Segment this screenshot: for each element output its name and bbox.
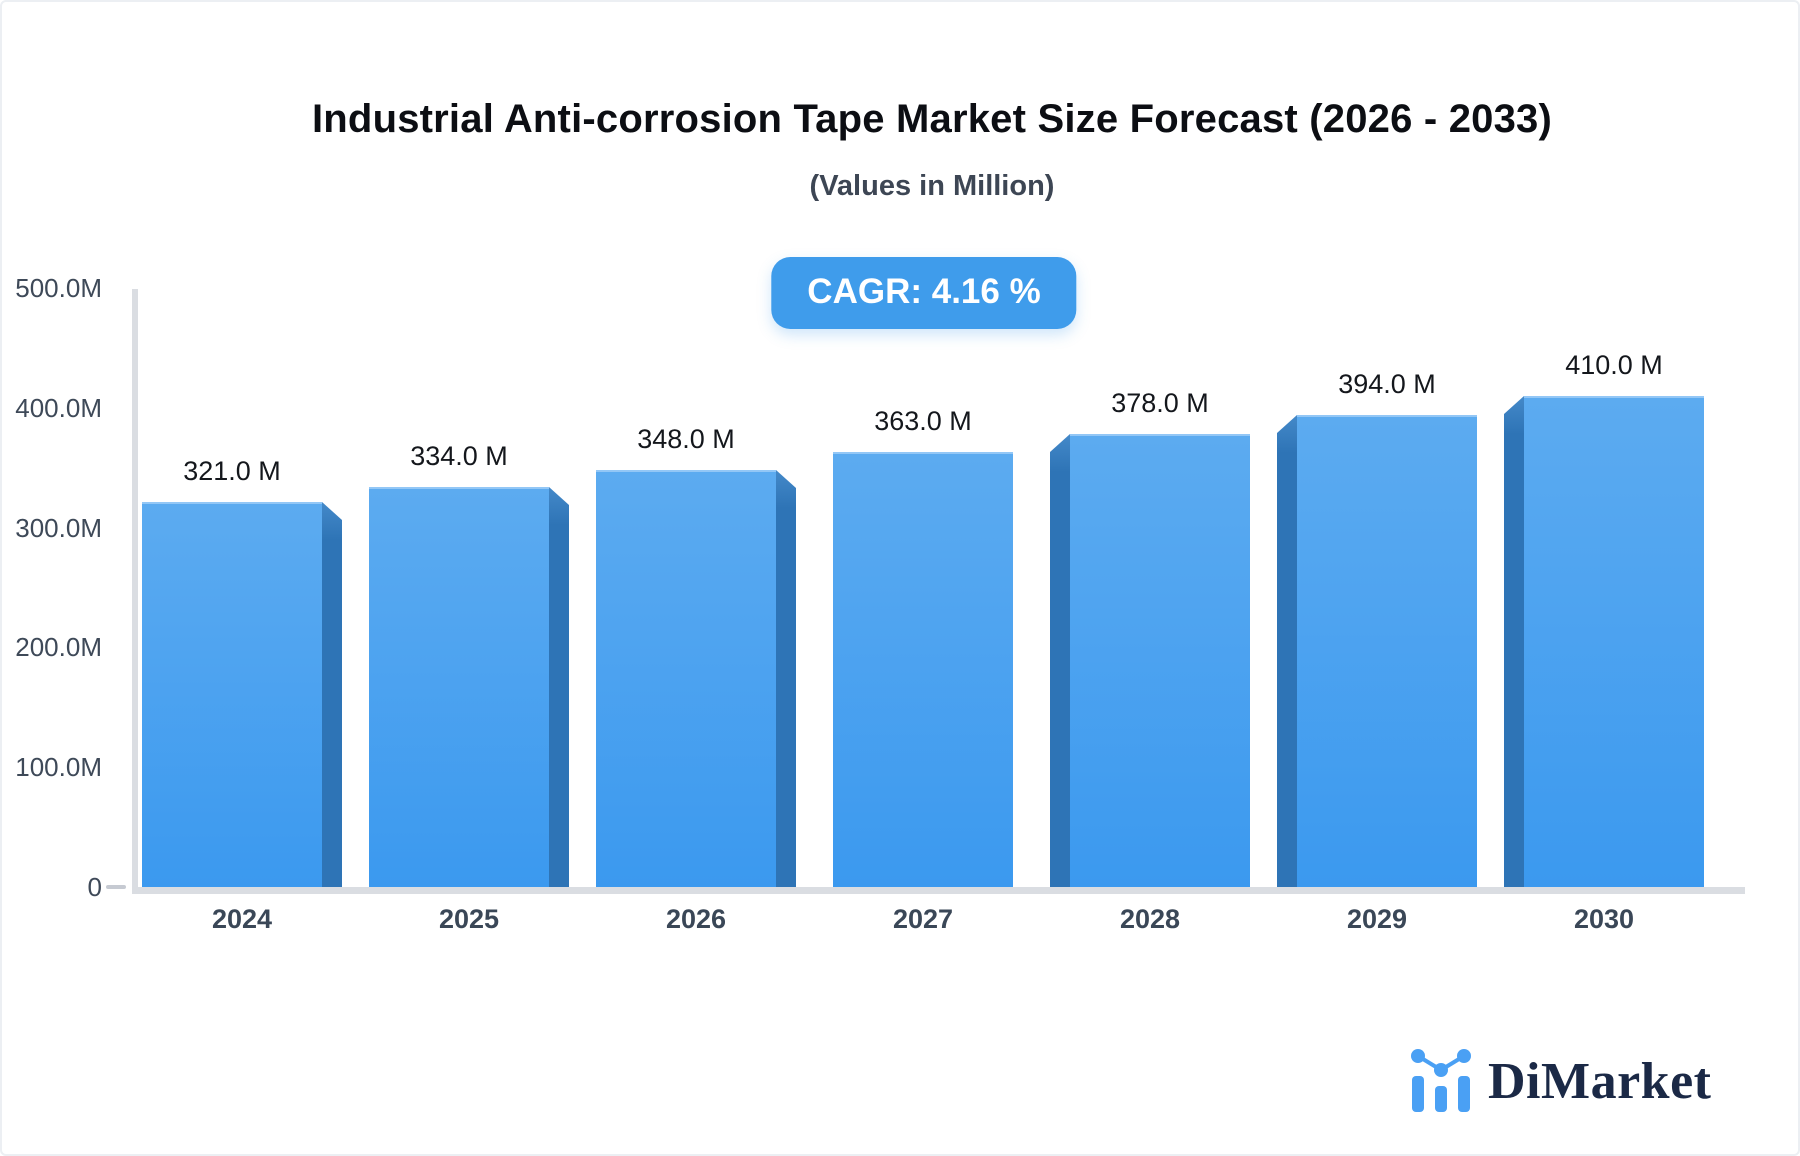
chart-title: Industrial Anti-corrosion Tape Market Si… [311,97,1553,141]
bar-3d-edge-2024 [322,502,342,887]
y-tick-label-500.0M: 500.0M [15,273,102,303]
y-tick-label-300.0M: 300.0M [15,512,102,543]
zero-tick-mark [106,885,126,889]
x-axis-baseline [132,887,1745,894]
bar-2029[interactable] [1277,415,1477,887]
value-label-2025: 334.0 M [410,441,508,471]
value-label-2028: 378.0 M [1111,388,1209,418]
y-tick-label-100.0M: 100.0M [15,752,102,783]
brand-name: DiMarket [1488,1052,1712,1110]
bar-face-2028 [1070,434,1250,887]
bar-2030[interactable] [1504,396,1704,887]
bar-3d-edge-2029 [1277,415,1297,887]
bar-face-2027 [833,452,1013,887]
x-tick-label-2024: 2024 [211,904,273,934]
y-tick-label-200.0M: 200.0M [15,632,102,663]
x-tick-label-2029: 2029 [1346,904,1408,934]
x-tick-label-2030: 2030 [1573,904,1635,934]
bar-3d-edge-2028 [1050,434,1070,887]
bar-face-2024 [142,502,322,887]
y-tick-label-400.0M: 400.0M [15,392,102,423]
brand-watermark: DiMarket [1410,1044,1711,1119]
value-label-2024: 321.0 M [183,456,281,486]
mini-bar-line-chart-icon [1410,1044,1472,1119]
value-label-2029: 394.0 M [1338,369,1436,399]
bar-face-2029 [1297,415,1477,887]
x-tick-label-2026: 2026 [665,904,727,934]
x-tick-label-2028: 2028 [1119,904,1181,934]
bar-2026[interactable] [596,470,796,887]
bar-2028[interactable] [1050,434,1250,887]
x-tick-label-2027: 2027 [892,904,954,934]
cagr-badge: CAGR: 4.16 % [771,257,1077,329]
value-label-2026: 348.0 M [637,424,735,454]
bar-face-2030 [1524,396,1704,887]
bar-2025[interactable] [369,487,569,887]
value-label-2027: 363.0 M [874,406,972,436]
bar-3d-edge-2025 [549,487,569,887]
chart-subtitle: (Values in Million) [809,170,1055,202]
bar-3d-edge-2026 [776,470,796,887]
value-label-2030: 410.0 M [1565,350,1663,380]
bar-2024[interactable] [142,502,342,887]
bar-face-2026 [596,470,776,887]
bar-3d-edge-2030 [1504,396,1524,887]
y-tick-label-0: 0 [87,872,102,902]
x-tick-label-2025: 2025 [438,904,500,934]
y-axis-line [132,289,138,887]
bar-face-2025 [369,487,549,887]
bar-2027[interactable] [823,452,1023,887]
